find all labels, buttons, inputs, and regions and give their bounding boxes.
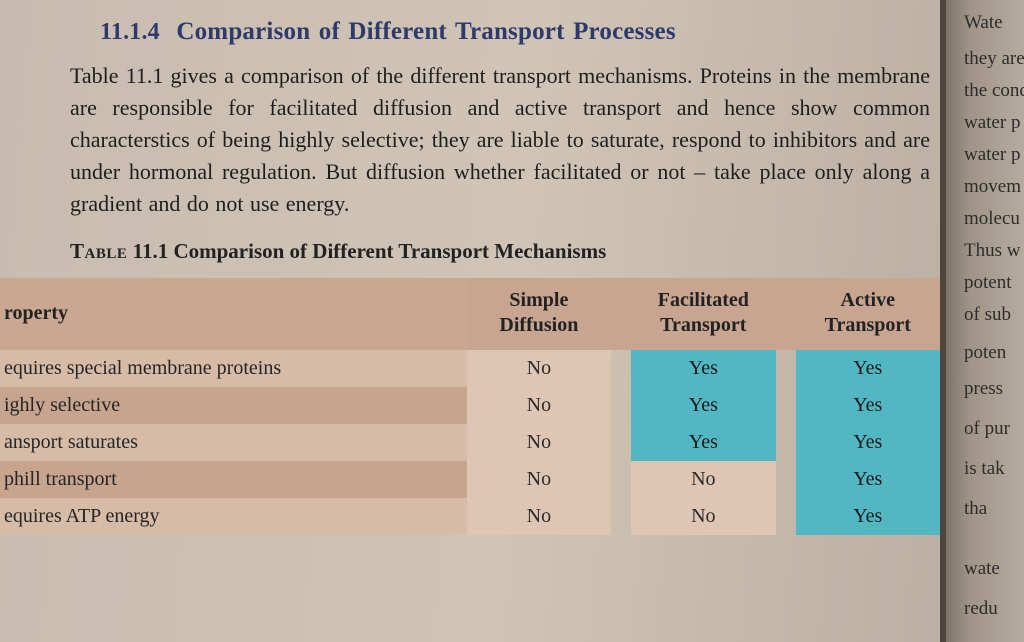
next-page-fragment: is tak (964, 458, 1005, 480)
section-heading: 11.1.4 Comparison of Different Transport… (0, 18, 940, 46)
cell-value: Yes (796, 350, 940, 387)
cell-value: No (467, 461, 611, 498)
col-header-active: Active Transport (796, 278, 940, 350)
table-row: phill transport No No Yes (0, 461, 940, 498)
cell-property: equires ATP energy (0, 498, 467, 535)
cell-value: No (467, 424, 611, 461)
next-page-fragment: potent (964, 272, 1012, 294)
cell-property: ighly selective (0, 387, 467, 424)
next-page-fragment: movem (964, 176, 1021, 198)
cell-value: Yes (796, 387, 940, 424)
comparison-table: roperty Simple Diffusion Facilitated Tra… (0, 278, 940, 535)
cell-value: Yes (631, 424, 775, 461)
cell-value: Yes (796, 424, 940, 461)
col-gap (611, 278, 631, 350)
next-page-fragment: Wate (964, 12, 1003, 34)
table-row: ansport saturates No Yes Yes (0, 424, 940, 461)
next-page-sliver: Wate they are the conc water p water p movem m… (940, 0, 1024, 642)
table-row: ighly selective No Yes Yes (0, 387, 940, 424)
table-row: equires special membrane proteins No Yes… (0, 350, 940, 387)
table-body: equires special membrane proteins No Yes… (0, 350, 940, 535)
next-page-fragment: of sub (964, 304, 1011, 326)
cell-property: equires special membrane proteins (0, 350, 467, 387)
table-caption: Table 11.1 Comparison of Different Trans… (0, 219, 940, 272)
next-page-fragment: tha (964, 498, 987, 520)
section-number: 11.1.4 (100, 19, 160, 45)
col-header-facilitated: Facilitated Transport (631, 278, 775, 350)
textbook-page: 11.1.4 Comparison of Different Transport… (0, 0, 940, 642)
col-header-property: roperty (0, 278, 467, 350)
next-page-fragment: poten (964, 342, 1006, 364)
cell-value: No (467, 387, 611, 424)
next-page-fragment: they are (964, 48, 1024, 70)
table-caption-text: Comparison of Different Transport Mechan… (173, 239, 606, 263)
next-page-fragment: molecu (964, 208, 1020, 230)
section-paragraph: Table 11.1 gives a comparison of the dif… (0, 46, 940, 219)
next-page-fragment: the conc (964, 80, 1024, 102)
next-page-fragment: wate (964, 558, 1000, 580)
cell-value: Yes (796, 461, 940, 498)
cell-value: Yes (796, 498, 940, 535)
section-title: Comparison of Different Transport Proces… (176, 18, 675, 45)
cell-value: No (467, 498, 611, 535)
table-header-row: roperty Simple Diffusion Facilitated Tra… (0, 278, 940, 350)
table-row: equires ATP energy No No Yes (0, 498, 940, 535)
cell-value: Yes (631, 350, 775, 387)
cell-property: phill transport (0, 461, 467, 498)
next-page-fragment: Thus w (964, 240, 1020, 262)
next-page-fragment: redu (964, 598, 998, 620)
cell-property: ansport saturates (0, 424, 467, 461)
next-page-fragment: of pur (964, 418, 1010, 440)
next-page-fragment: water p (964, 112, 1020, 134)
cell-value: No (631, 461, 775, 498)
table-number: 11.1 (133, 239, 169, 263)
col-header-simple: Simple Diffusion (467, 278, 611, 350)
col-gap (776, 278, 796, 350)
cell-value: No (467, 350, 611, 387)
table-label: Table (70, 239, 127, 263)
cell-value: Yes (631, 387, 775, 424)
cell-value: No (631, 498, 775, 535)
next-page-fragment: water p (964, 144, 1020, 166)
next-page-fragment: press (964, 378, 1003, 400)
